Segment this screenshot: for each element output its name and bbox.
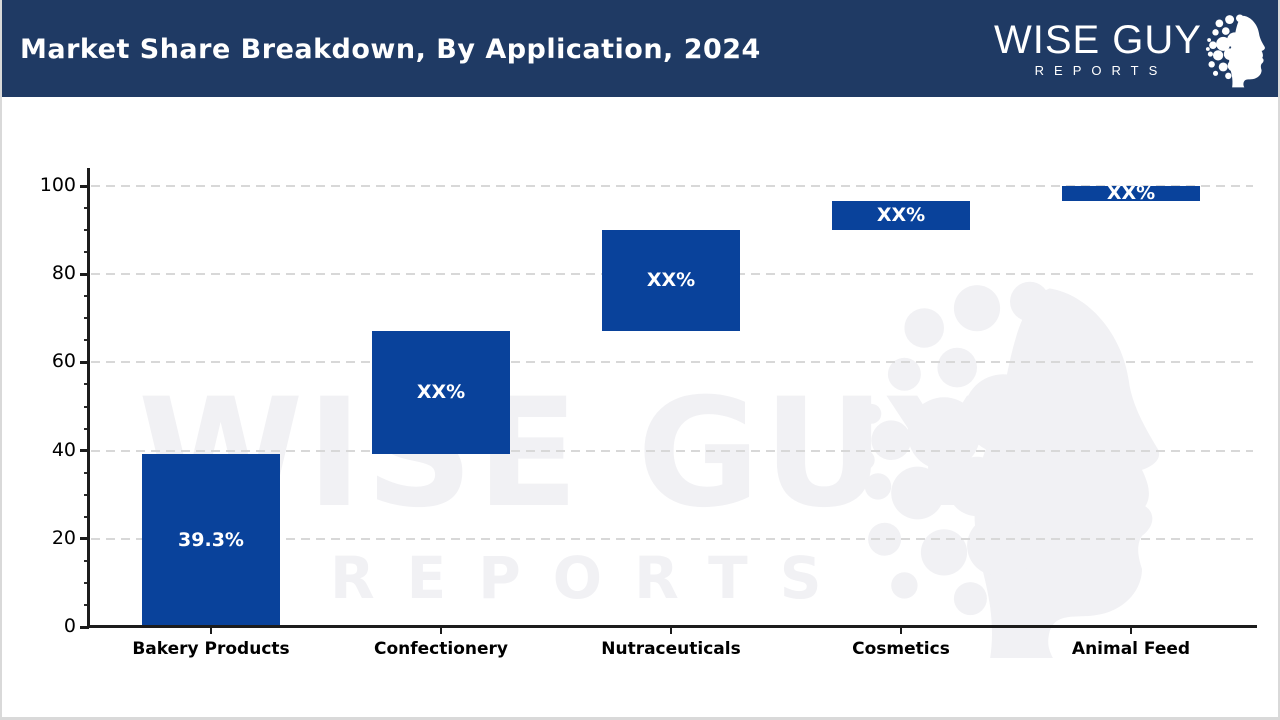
y-minor-tick [84, 581, 89, 584]
y-minor-tick [84, 603, 89, 606]
bar-value-label: 39.3% [178, 528, 244, 551]
x-tick [1130, 628, 1132, 634]
bar-nutraceuticals: XX% [602, 230, 740, 332]
gridline [91, 449, 1253, 452]
y-major-tick [80, 360, 89, 364]
y-major-tick [80, 537, 89, 541]
y-minor-tick [84, 493, 89, 496]
y-minor-tick [84, 295, 89, 298]
x-category-label: Cosmetics [852, 639, 950, 659]
bar-confectionery: XX% [372, 331, 510, 454]
y-minor-tick [84, 405, 89, 408]
bar-cosmetics: XX% [832, 200, 970, 231]
x-category-label: Nutraceuticals [601, 639, 741, 659]
y-minor-tick [84, 427, 89, 430]
bar-bakery-products: 39.3% [142, 453, 280, 627]
y-minor-tick [84, 339, 89, 342]
x-category-label: Bakery Products [132, 639, 290, 659]
logo-line2: REPORTS [1034, 63, 1168, 78]
x-category-label: Animal Feed [1071, 639, 1191, 659]
x-category-label: Confectionery [374, 639, 508, 659]
chart-title: Market Share Breakdown, By Application, … [20, 34, 761, 65]
y-tick-label: 60 [51, 350, 76, 373]
header-bar: Market Share Breakdown, By Application, … [0, 0, 1280, 97]
logo-line1: WISE GUY [993, 18, 1202, 62]
bar-value-label: XX% [1106, 181, 1156, 204]
y-minor-tick [84, 515, 89, 518]
y-major-tick [80, 625, 89, 629]
x-tick [440, 628, 442, 634]
y-minor-tick [84, 471, 89, 474]
y-minor-tick [84, 207, 89, 210]
x-tick [210, 628, 212, 634]
x-tick [670, 628, 672, 634]
plot-area: WISE GUY REPORTS 0 20 40 60 80 100 39.3% Bakery… [0, 97, 1280, 720]
y-tick-label: 0 [63, 615, 76, 637]
y-major-tick [80, 184, 89, 188]
x-axis-line [87, 625, 1257, 628]
watermark-text-line1: WISE GUY [138, 367, 1000, 541]
y-axis-line [87, 168, 90, 628]
y-minor-tick [84, 559, 89, 562]
gridline [91, 537, 1253, 540]
y-minor-tick [84, 229, 89, 232]
dotted-head-icon [1205, 14, 1265, 88]
y-major-tick [80, 272, 89, 276]
y-minor-tick [84, 383, 89, 386]
logo-wordmark: WISE GUY REPORTS [994, 20, 1202, 78]
y-minor-tick [84, 317, 89, 320]
y-major-tick [80, 449, 89, 453]
y-tick-label: 40 [51, 438, 76, 461]
bar-value-label: XX% [876, 203, 926, 226]
x-tick [900, 628, 902, 634]
bar-value-label: XX% [416, 380, 466, 403]
bar-animal-feed: XX% [1062, 181, 1200, 204]
wise-guy-logo: WISE GUY REPORTS [994, 6, 1268, 92]
bar-value-label: XX% [646, 269, 696, 292]
gridline [91, 185, 1253, 187]
gridline [91, 361, 1253, 364]
y-minor-tick [84, 251, 89, 254]
y-tick-label: 20 [51, 526, 76, 549]
y-tick-label: 80 [51, 262, 76, 285]
y-tick-label: 100 [39, 174, 76, 196]
watermark-text-line2: REPORTS [330, 544, 854, 612]
